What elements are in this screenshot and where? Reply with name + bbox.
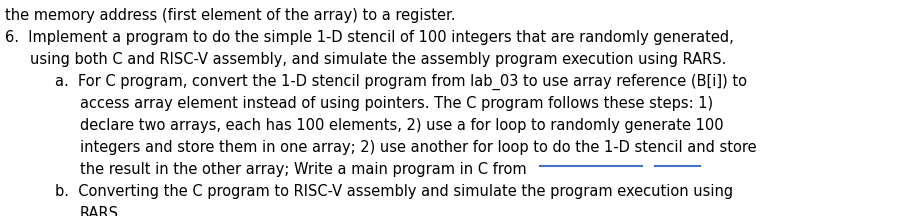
Text: using both C and RISC-V assembly, and simulate the assembly program execution us: using both C and RISC-V assembly, and si…: [30, 52, 727, 67]
Text: declare two arrays, each has 100 elements, 2) use a for loop to randomly generat: declare two arrays, each has 100 element…: [80, 118, 724, 133]
Text: the result in the other array; Write a main program in C from: the result in the other array; Write a m…: [80, 162, 527, 177]
Text: RARS.: RARS.: [80, 206, 123, 216]
Text: integers and store them in one array; 2) use another for loop to do the 1-D sten: integers and store them in one array; 2)…: [80, 140, 756, 155]
Text: a.  For C program, convert the 1-D stencil program from lab_03 to use array refe: a. For C program, convert the 1-D stenci…: [55, 74, 747, 90]
Text: access array element instead of using pointers. The C program follows these step: access array element instead of using po…: [80, 96, 713, 111]
Text: 6.  Implement a program to do the simple 1-D stencil of 100 integers that are ra: 6. Implement a program to do the simple …: [5, 30, 734, 45]
Text: the memory address (first element of the array) to a register.: the memory address (first element of the…: [5, 8, 455, 23]
Text: b.  Converting the C program to RISC-V assembly and simulate the program executi: b. Converting the C program to RISC-V as…: [55, 184, 733, 199]
